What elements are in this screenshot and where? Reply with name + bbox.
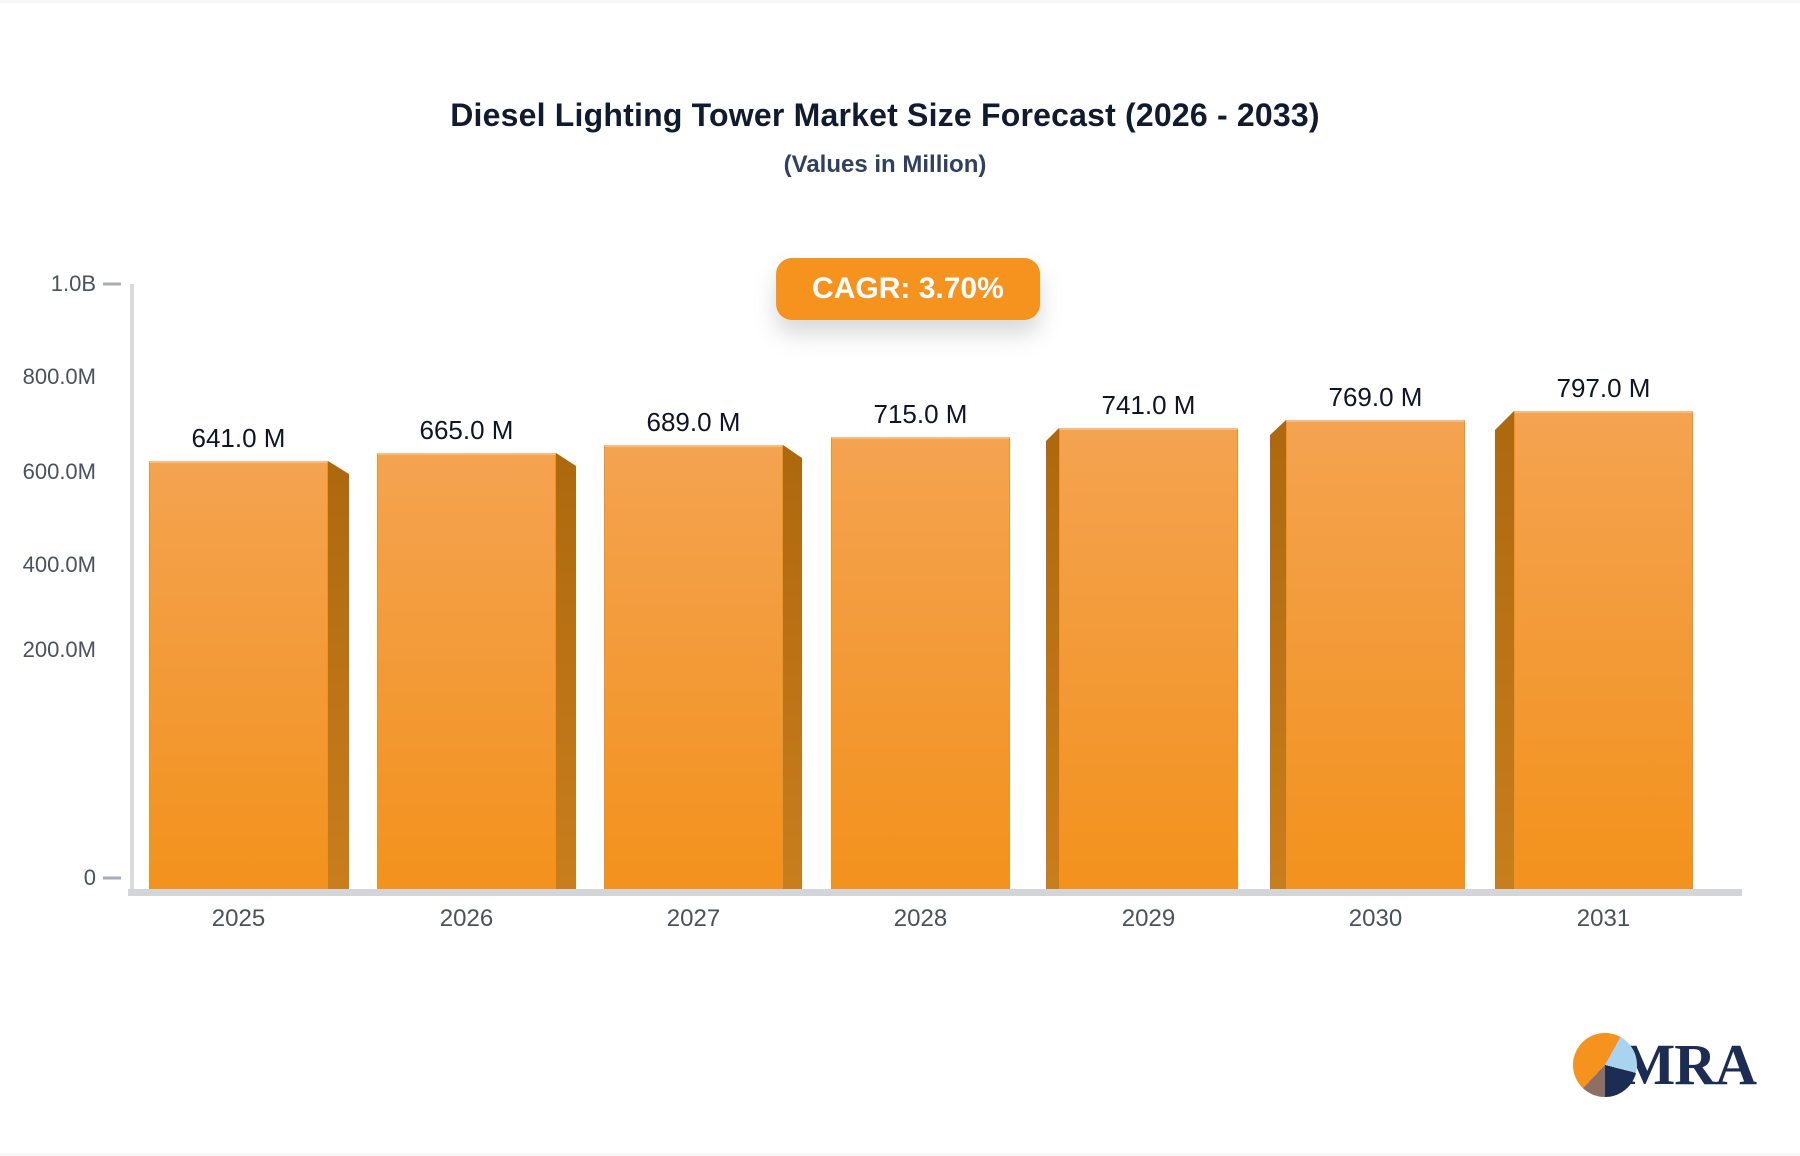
bar-side-face <box>1046 428 1059 889</box>
bar-value-label: 689.0 M <box>646 407 741 437</box>
y-tick-label: 800.0M <box>22 364 96 390</box>
y-tick-mark <box>103 876 121 880</box>
bar-value-label: 797.0 M <box>1556 373 1651 403</box>
bar-side-face <box>1270 420 1286 889</box>
cagr-badge: CAGR: 3.70% <box>776 258 1040 320</box>
bar-side-face <box>1495 411 1514 889</box>
bar-side-face <box>783 445 802 889</box>
plot-area: 1.0B 800.0M 600.0M 400.0M 200.0M 0 641.0 M 2025… <box>0 3 1800 1153</box>
bar-value-label: 715.0 M <box>873 399 968 429</box>
bar-2031 <box>1514 411 1693 889</box>
bar-value-label: 741.0 M <box>1101 390 1196 420</box>
bar-2029 <box>1059 428 1238 889</box>
bar-2027 <box>604 445 783 889</box>
logo-text: MRA <box>1620 1032 1757 1097</box>
x-axis-label: 2025 <box>211 905 266 932</box>
x-axis-label: 2027 <box>666 905 721 932</box>
y-tick-label: 600.0M <box>22 459 96 485</box>
x-axis-label: 2028 <box>893 905 948 932</box>
y-tick-label: 0 <box>83 865 96 891</box>
pie-chart-icon <box>1573 1033 1638 1097</box>
x-axis-label: 2031 <box>1576 905 1631 932</box>
y-tick-label: 200.0M <box>22 637 96 663</box>
y-tick-mark <box>103 282 121 286</box>
x-axis-label: 2029 <box>1121 905 1176 932</box>
bar-side-face <box>328 461 349 889</box>
y-tick-label: 400.0M <box>22 551 96 577</box>
brand-logo: MRA <box>1573 1032 1757 1097</box>
chart-subtitle: (Values in Million) <box>783 151 987 178</box>
bar-value-label: 769.0 M <box>1328 382 1423 412</box>
x-axis-label: 2030 <box>1348 905 1403 932</box>
chart-title: Diesel Lighting Tower Market Size Foreca… <box>450 97 1320 133</box>
bar-2030 <box>1286 420 1465 889</box>
bar-value-label: 641.0 M <box>191 423 286 453</box>
bar-side-face <box>556 453 576 889</box>
x-axis-label: 2026 <box>439 905 494 932</box>
y-axis-line <box>130 284 134 889</box>
bar-2026 <box>377 453 556 889</box>
bar-2028 <box>831 437 1010 889</box>
bar-2025 <box>149 461 328 889</box>
bar-value-label: 665.0 M <box>419 415 514 445</box>
x-axis-line <box>128 889 1742 896</box>
y-tick-label: 1.0B <box>50 271 96 296</box>
